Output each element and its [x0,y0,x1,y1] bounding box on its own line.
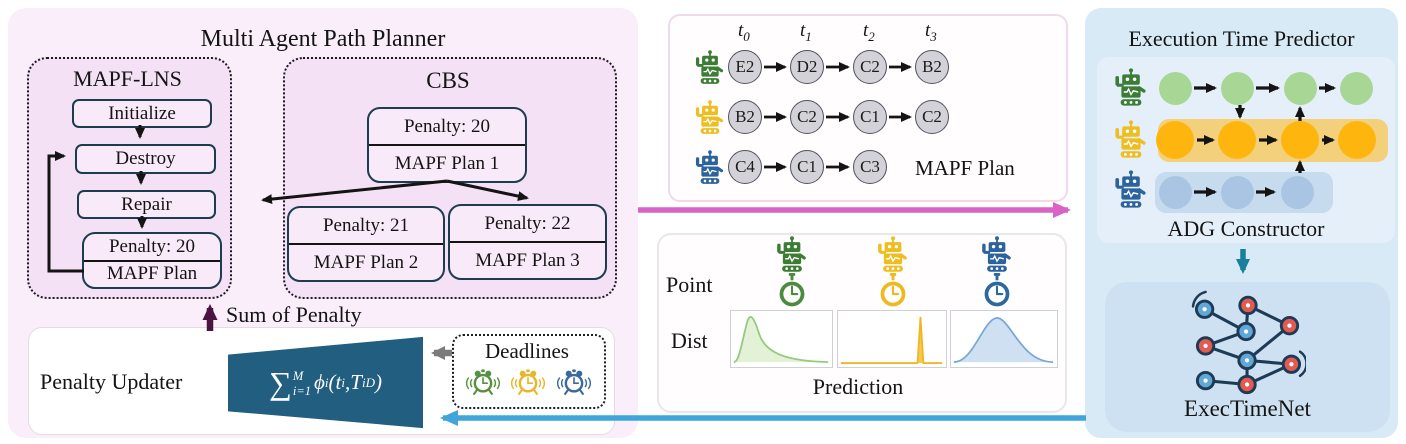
point-label: Point [666,272,713,297]
time-label: t0 [738,20,750,44]
adg-green-node [1283,71,1317,105]
robot-icon [1113,68,1149,108]
mapf-lns-title: MAPF-LNS [73,66,182,91]
robot-icon [694,100,726,136]
dist-label: Dist [671,328,708,353]
predictor-title: Execution Time Predictor [1128,26,1355,51]
cbs-root-penalty: Penalty: 20 [403,115,491,137]
time-label: t1 [800,20,812,44]
adg-green-node [1220,71,1254,105]
stopwatch-icon [982,273,1012,307]
adg-blue-node [1280,175,1314,209]
robot-icon [1113,170,1149,210]
plan-cell: C1 [853,100,887,134]
plan-cell: B2 [915,50,949,84]
cbs-left-plan: MAPF Plan 2 [289,243,443,280]
adg-yellow-node [1338,121,1376,159]
destroy-node: Destroy [75,144,216,174]
adg-yellow-node [1281,121,1319,159]
lns-result-node: Penalty: 20 MAPF Plan [82,232,222,289]
cbs-right-penalty: Penalty: 22 [484,212,571,234]
cbs-right-child-node: Penalty: 22 MAPF Plan 3 [448,204,607,280]
green-dist-plot [730,310,833,368]
repair-node: Repair [77,190,216,219]
plan-cell: C2 [790,100,824,134]
mapf-plan-label: MAPF Plan [915,156,1015,180]
cbs-left-child-node: Penalty: 21 MAPF Plan 2 [287,206,445,282]
alarm-clock-icon [466,368,500,397]
plan-cell: C3 [853,150,887,184]
deadlines-label: Deadlines [485,339,569,363]
adg-blue-node [1158,175,1192,209]
adg-yellow-node [1156,121,1194,159]
adg-constructor-label: ADG Constructor [1167,216,1325,241]
blue-dist-plot [950,310,1058,368]
plan-cell: B2 [728,100,762,134]
neural-network-icon [1191,290,1306,395]
plan-cell: C1 [790,150,824,184]
plan-cell: C2 [853,50,887,84]
cbs-title: CBS [426,68,470,93]
robot-icon [694,50,726,86]
yellow-dist-plot [837,310,947,368]
initialize-node: Initialize [72,99,212,128]
penalty-updater-label: Penalty Updater [40,369,183,394]
plan-cell: D2 [790,50,824,84]
robot-icon [694,150,726,186]
prediction-caption: Prediction [812,374,904,399]
adg-blue-node [1220,175,1254,209]
stopwatch-icon [777,273,807,307]
time-label: t2 [863,20,875,44]
robot-icon [1113,120,1149,160]
robot-icon [980,236,1014,274]
adg-green-node [1339,71,1373,105]
sum-of-penalty-label: Sum of Penalty [226,302,362,327]
stopwatch-icon [878,273,908,307]
alarm-clock-icon [557,368,591,397]
plan-cell: E2 [728,50,762,84]
lns-plan-label: MAPF Plan [84,259,220,288]
cbs-right-plan: MAPF Plan 3 [450,241,605,278]
alarm-clock-icon [511,368,545,397]
cbs-root-node: Penalty: 20 MAPF Plan 1 [367,107,527,183]
time-label: t3 [925,20,937,44]
cbs-left-penalty: Penalty: 21 [322,214,410,236]
planner-title: Multi Agent Path Planner [200,26,446,52]
plan-cell: C4 [728,150,762,184]
adg-yellow-node [1218,121,1256,159]
robot-icon [876,236,910,274]
exec-time-net-label: ExecTimeNet [1184,396,1311,421]
plan-cell: C2 [915,100,949,134]
adg-green-node [1158,71,1192,105]
cbs-root-plan: MAPF Plan 1 [369,144,525,181]
lns-penalty-value: Penalty: 20 [108,235,196,257]
robot-icon [775,236,809,274]
